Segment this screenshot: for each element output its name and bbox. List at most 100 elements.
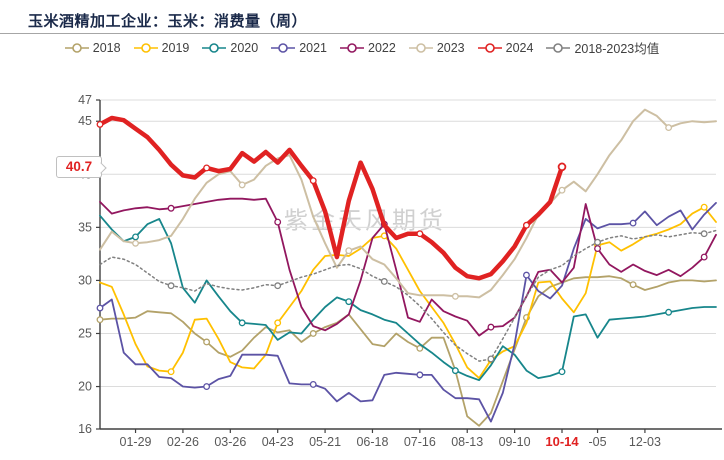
series-marker — [274, 319, 282, 327]
legend-marker-icon — [133, 42, 158, 53]
chart-legend: 2018 2019 2020 2021 2022 2023 2024 2018-2023均值 — [0, 38, 724, 57]
series-line-2019 — [99, 206, 717, 379]
x-tick-label-02-26: 02-26 — [167, 435, 199, 449]
series-marker — [167, 368, 175, 376]
series-marker — [380, 278, 388, 285]
series-line-2018 — [99, 275, 717, 427]
series-line-2022 — [99, 197, 717, 337]
series-marker — [416, 344, 424, 352]
series-marker — [345, 298, 353, 306]
legend-marker-icon — [408, 42, 433, 53]
y-tick-label: 35 — [78, 220, 92, 234]
series-marker — [167, 282, 175, 290]
legend-label: 2018 — [92, 40, 121, 55]
series-marker — [96, 304, 104, 312]
series-marker — [238, 319, 246, 327]
series-marker — [238, 181, 246, 189]
series-marker — [274, 282, 282, 290]
series-marker — [203, 383, 211, 390]
series-marker — [132, 239, 139, 247]
series-marker — [274, 218, 282, 226]
series-marker — [132, 233, 139, 241]
legend-label: 2023 — [436, 40, 465, 55]
series-line-2024 — [97, 115, 565, 281]
y-tick-label: 20 — [78, 380, 92, 394]
series-marker — [487, 323, 495, 331]
legend-item-2020[interactable]: 2020 — [202, 41, 258, 55]
legend-item-2019[interactable]: 2019 — [133, 40, 190, 55]
y-tick-label: 47 — [78, 93, 92, 107]
series-marker — [523, 221, 530, 229]
legend-label: 2021 — [299, 40, 328, 55]
series-marker — [167, 204, 175, 212]
series-marker — [309, 177, 317, 185]
series-line-2021 — [99, 202, 717, 423]
series-marker — [416, 371, 424, 379]
series-marker — [487, 355, 495, 363]
series-marker — [203, 164, 211, 172]
x-tick-label-12-03: 12-03 — [629, 435, 661, 449]
legend-item-2021[interactable]: 2021 — [271, 41, 327, 55]
legend-item-2018-2023-[interactable]: 2018-2023均值 — [546, 38, 659, 57]
x-tick-label-01-29: 01-29 — [120, 435, 152, 449]
series-marker — [309, 380, 317, 388]
legend-marker-icon — [546, 42, 571, 53]
legend-label: 2022 — [368, 40, 396, 55]
series-marker — [700, 253, 708, 261]
series-marker — [309, 330, 317, 337]
legend-marker-icon — [271, 42, 296, 53]
x-tick-label-06-18: 06-18 — [356, 435, 388, 449]
x-tick-label-05-21: 05-21 — [309, 435, 341, 449]
legend-label: 2024 — [505, 40, 534, 55]
series-line-2023 — [99, 108, 717, 299]
series-marker — [665, 308, 673, 316]
title-divider — [0, 33, 724, 34]
series-marker — [203, 338, 211, 346]
legend-marker-icon — [340, 42, 365, 53]
y-tick-label: 16 — [78, 422, 92, 436]
x-tick-label-03-26: 03-26 — [214, 435, 246, 449]
series-marker — [96, 316, 104, 324]
current-point-marker — [557, 162, 567, 172]
page-title: 玉米酒精加工企业：玉米：消费量（周） — [28, 13, 308, 30]
series-marker — [558, 368, 566, 376]
series-marker — [629, 219, 637, 227]
series-marker — [665, 124, 673, 132]
series-marker — [629, 281, 637, 289]
series-marker — [558, 186, 566, 194]
legend-marker-icon — [202, 42, 227, 53]
series-marker — [594, 245, 601, 253]
series-line-2020 — [99, 214, 717, 382]
legend-marker-icon — [64, 42, 89, 53]
x-tick-label-07-16: 07-16 — [404, 435, 436, 449]
legend-item-2024[interactable]: 2024 — [477, 40, 534, 55]
series-marker — [451, 292, 459, 300]
series-marker — [451, 367, 459, 375]
legend-item-2018[interactable]: 2018 — [64, 40, 121, 55]
y-tick-label: 30 — [78, 273, 92, 287]
legend-marker-icon — [477, 42, 502, 53]
x-tick-label--05: -05 — [588, 435, 606, 449]
x-tick-label-10-14: 10-14 — [545, 434, 579, 449]
series-marker — [416, 230, 424, 238]
current-value-badge: 40.7 — [56, 155, 102, 178]
legend-label: 2018-2023均值 — [574, 42, 660, 56]
legend-item-2023[interactable]: 2023 — [408, 40, 465, 55]
series-marker — [523, 271, 530, 279]
y-tick-label: 45 — [78, 114, 92, 128]
series-marker — [345, 247, 353, 255]
series-marker — [700, 230, 708, 238]
x-tick-label-09-10: 09-10 — [499, 435, 531, 449]
x-tick-label-08-13: 08-13 — [451, 435, 483, 449]
legend-item-2022[interactable]: 2022 — [340, 41, 396, 55]
series-marker — [594, 238, 601, 246]
y-tick-label: 25 — [78, 326, 92, 340]
legend-label: 2020 — [230, 40, 259, 55]
series-marker — [96, 120, 104, 128]
series-line-2018-2023- — [99, 229, 717, 362]
x-tick-label-04-23: 04-23 — [262, 435, 294, 449]
series-marker — [700, 203, 708, 211]
legend-label: 2019 — [161, 40, 190, 55]
